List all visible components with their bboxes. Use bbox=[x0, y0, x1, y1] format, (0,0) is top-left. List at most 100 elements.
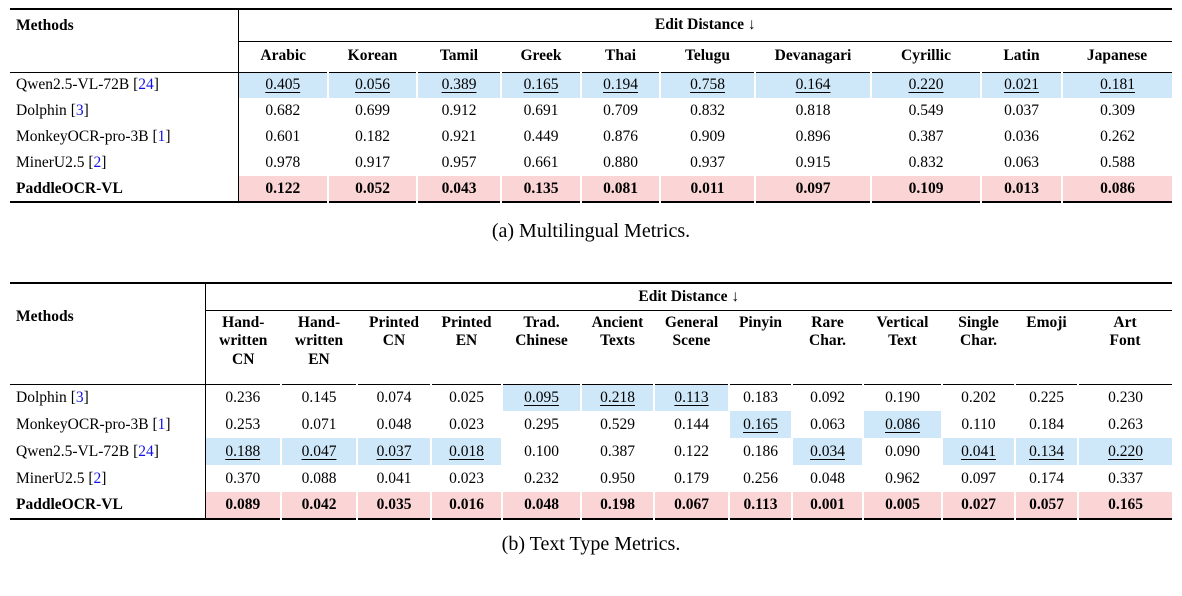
column-header-latin: Latin bbox=[981, 41, 1062, 73]
metric-value: 0.915 bbox=[795, 154, 831, 171]
metric-value: 0.818 bbox=[795, 102, 831, 119]
metric-value: 0.588 bbox=[1100, 154, 1135, 171]
metric-cell: 0.081 bbox=[581, 176, 661, 202]
metric-cell: 0.181 bbox=[1062, 72, 1172, 98]
column-header-line: EN bbox=[308, 350, 330, 368]
metric-value: 0.880 bbox=[603, 154, 638, 171]
metric-value: 0.018 bbox=[449, 442, 484, 460]
metric-value: 0.179 bbox=[674, 469, 709, 487]
table-row: Dolphin [3] 0.682 0.699 0.912 0.691 0.709 0.83… bbox=[10, 98, 1172, 124]
metric-value: 0.978 bbox=[265, 154, 301, 171]
column-header-emoji: Emoji bbox=[1015, 310, 1078, 385]
metric-cell: 0.088 bbox=[281, 465, 358, 492]
metric-cell: 0.978 bbox=[237, 150, 329, 176]
column-header-printed-cn: Printed CN bbox=[357, 310, 431, 385]
table-row: MinerU2.5 [2] 0.370 0.088 0.041 0.023 0.232 0.… bbox=[10, 465, 1172, 492]
metric-cell: 0.063 bbox=[981, 150, 1063, 176]
metric-value: 0.113 bbox=[674, 388, 709, 406]
column-header-tamil: Tamil bbox=[417, 41, 501, 73]
column-header-art-font: Art Font bbox=[1078, 310, 1173, 385]
method-name: MinerU2.5 bbox=[16, 469, 85, 487]
metric-cell: 0.086 bbox=[863, 411, 943, 438]
metric-cell: 0.183 bbox=[729, 384, 793, 411]
metric-cell: 0.035 bbox=[357, 492, 432, 519]
metric-cell: 0.057 bbox=[1015, 492, 1079, 519]
metric-value: 0.037 bbox=[376, 442, 412, 460]
citation-link[interactable]: 1 bbox=[157, 415, 166, 433]
metric-cell: 0.016 bbox=[431, 492, 503, 519]
metric-value: 0.220 bbox=[1108, 442, 1143, 460]
methods-header: Methods bbox=[10, 283, 205, 385]
metric-cell: 0.661 bbox=[501, 150, 582, 176]
metric-cell: 0.165 bbox=[1078, 492, 1173, 519]
column-header-line: General bbox=[664, 313, 719, 331]
metric-cell: 0.086 bbox=[1062, 176, 1172, 202]
metric-cell: 0.018 bbox=[431, 438, 503, 465]
method-cell: PaddleOCR-VL bbox=[10, 492, 205, 519]
metric-cell: 0.709 bbox=[581, 98, 661, 124]
metric-cell: 0.005 bbox=[863, 492, 943, 519]
method-name: MonkeyOCR-pro-3B bbox=[16, 128, 149, 145]
metric-value: 0.758 bbox=[690, 76, 725, 94]
metric-value: 0.256 bbox=[743, 469, 778, 487]
metric-cell: 0.090 bbox=[863, 438, 943, 465]
text-type-metrics-figure: Methods Edit Distance ↓ Hand-written CN Hand… bbox=[10, 282, 1173, 556]
metric-cell: 0.880 bbox=[581, 150, 661, 176]
metric-cell: 0.387 bbox=[871, 124, 982, 150]
metric-value: 0.043 bbox=[441, 179, 477, 197]
metric-cell: 0.134 bbox=[1015, 438, 1079, 465]
citation-link[interactable]: 2 bbox=[93, 469, 102, 487]
metric-cell: 0.113 bbox=[729, 492, 793, 519]
method-name: Qwen2.5-VL-72B bbox=[16, 76, 130, 94]
metric-value: 0.013 bbox=[1004, 179, 1039, 197]
column-header-line: Japanese bbox=[1086, 47, 1148, 65]
metric-cell: 0.263 bbox=[1078, 411, 1172, 438]
metric-value: 0.100 bbox=[524, 442, 559, 460]
metric-value: 0.057 bbox=[1029, 496, 1064, 513]
metric-cell: 0.056 bbox=[328, 72, 418, 98]
citation-link[interactable]: 2 bbox=[93, 154, 102, 171]
citation-link[interactable]: 3 bbox=[75, 102, 84, 119]
metric-cell: 0.048 bbox=[357, 411, 432, 438]
metric-value: 0.165 bbox=[1108, 496, 1143, 513]
metric-value: 0.601 bbox=[265, 128, 301, 145]
column-header-row: Hand-written CN Hand-written EN Printed CN Pri… bbox=[10, 310, 1173, 385]
column-header-trad-chinese: Trad. Chinese bbox=[502, 310, 581, 385]
column-header-thai: Thai bbox=[581, 41, 660, 73]
metric-cell: 0.950 bbox=[581, 465, 655, 492]
citation-link[interactable]: 3 bbox=[75, 388, 84, 406]
column-header-line: Arabic bbox=[260, 47, 307, 65]
metric-value: 0.181 bbox=[1100, 76, 1135, 94]
method-name: Dolphin bbox=[16, 388, 67, 406]
metric-cell: 0.682 bbox=[237, 98, 329, 124]
metric-value: 0.011 bbox=[690, 179, 725, 197]
metric-cell: 0.909 bbox=[660, 124, 756, 150]
metric-value: 0.048 bbox=[810, 469, 845, 487]
metric-value: 0.263 bbox=[1108, 415, 1143, 433]
metric-value: 0.109 bbox=[908, 179, 944, 197]
metric-value: 0.370 bbox=[225, 469, 261, 487]
metric-cell: 0.164 bbox=[755, 72, 872, 98]
metric-value: 0.188 bbox=[225, 442, 261, 460]
metric-cell: 0.063 bbox=[792, 411, 864, 438]
metric-value: 0.957 bbox=[441, 154, 477, 171]
table-b-caption: (b) Text Type Metrics. bbox=[501, 533, 681, 555]
column-header-line: Chinese bbox=[515, 332, 568, 350]
citation-link[interactable]: 24 bbox=[138, 76, 154, 94]
metric-value: 0.262 bbox=[1100, 128, 1135, 145]
citation-link[interactable]: 24 bbox=[138, 442, 154, 460]
metric-value: 0.253 bbox=[225, 415, 261, 433]
metric-cell: 0.818 bbox=[755, 98, 872, 124]
column-header-line: CN bbox=[382, 332, 406, 350]
metric-cell: 0.174 bbox=[1015, 465, 1079, 492]
metric-value: 0.164 bbox=[795, 76, 831, 94]
metric-value: 0.001 bbox=[810, 496, 845, 513]
metric-cell: 0.179 bbox=[654, 465, 730, 492]
column-header-line: Telugu bbox=[684, 47, 731, 65]
metric-value: 0.034 bbox=[810, 442, 845, 460]
edit-distance-group-header: Edit Distance ↓ bbox=[237, 9, 1172, 42]
citation-link[interactable]: 1 bbox=[157, 128, 166, 145]
metric-value: 0.202 bbox=[961, 388, 996, 406]
metric-cell: 0.601 bbox=[237, 124, 329, 150]
metric-value: 0.048 bbox=[524, 496, 559, 513]
